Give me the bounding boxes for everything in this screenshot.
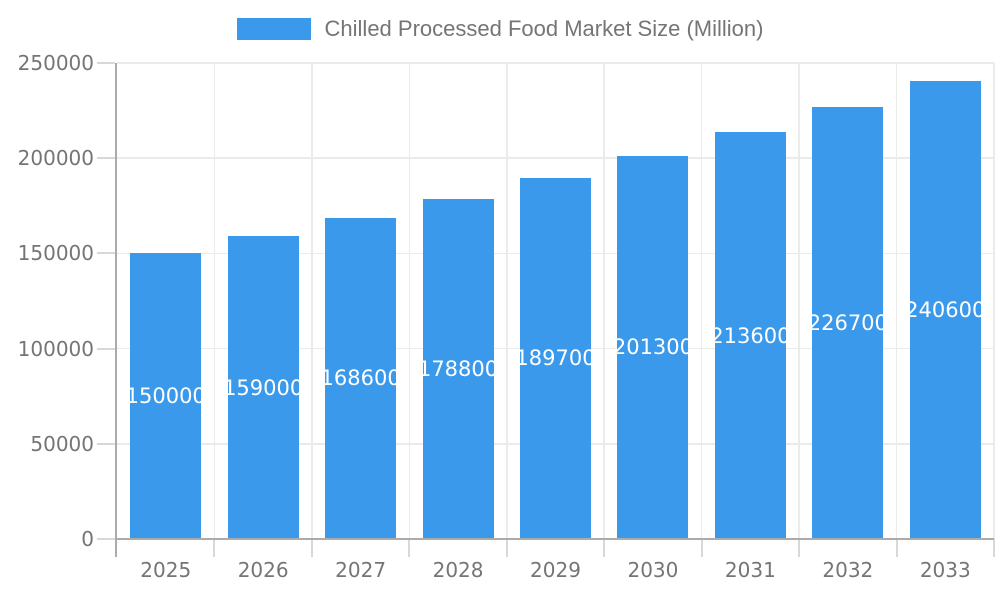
y-axis-tick-label: 50000 (30, 431, 94, 456)
y-axis-tick-label: 150000 (17, 241, 94, 266)
x-axis-tick (993, 539, 995, 557)
bar[interactable]: 150000 (130, 253, 202, 539)
legend[interactable]: Chilled Processed Food Market Size (Mill… (0, 16, 1000, 42)
bar[interactable]: 213600 (714, 132, 786, 539)
legend-swatch (236, 18, 311, 41)
bar-value-label: 168600 (325, 366, 397, 391)
bar-value-label: 201300 (617, 335, 689, 360)
x-axis-tick-label: 2027 (335, 558, 387, 582)
legend-series-label: Chilled Processed Food Market Size (Mill… (324, 16, 764, 41)
bar-value-label: 213600 (714, 323, 786, 348)
y-axis-tick-label: 0 (81, 527, 94, 551)
x-gridline (408, 63, 411, 539)
bar-value-label: 178800 (422, 356, 494, 381)
x-axis-tick (213, 539, 216, 557)
x-gridline (603, 63, 605, 539)
bar-value-label: 159000 (227, 375, 299, 400)
x-gridline (895, 63, 898, 539)
y-axis-tick-label: 250000 (17, 51, 94, 75)
x-axis-tick-label: 2031 (724, 558, 776, 582)
x-axis-tick (798, 539, 801, 557)
y-axis-line (115, 63, 117, 557)
bar-value-label: 240600 (909, 297, 981, 322)
bar-value-label: 189700 (520, 346, 591, 371)
x-axis-tick-label: 2030 (627, 558, 679, 582)
y-axis-tick-label: 100000 (17, 336, 94, 361)
x-gridline (993, 63, 995, 539)
y-axis-tick (97, 157, 115, 160)
bar[interactable]: 201300 (617, 155, 689, 539)
y-axis-tick (97, 252, 115, 255)
x-axis-tick-label: 2032 (822, 558, 874, 582)
x-axis-tick (310, 539, 313, 557)
x-axis-tick-label: 2029 (530, 558, 581, 582)
x-axis-tick-label: 2028 (432, 558, 484, 582)
x-gridline (798, 63, 800, 539)
x-axis-tick (603, 539, 606, 557)
y-gridline (117, 62, 994, 64)
x-axis-tick-label: 2026 (237, 558, 289, 582)
x-axis-tick (505, 539, 508, 557)
y-axis-tick (97, 62, 115, 64)
x-axis-tick-label: 2025 (140, 558, 192, 582)
bar[interactable]: 168600 (325, 217, 397, 539)
y-axis-tick (97, 347, 115, 350)
bar-value-label: 226700 (812, 311, 884, 336)
y-axis-tick (97, 538, 115, 540)
x-gridline (700, 63, 703, 539)
bar[interactable]: 189700 (520, 177, 591, 539)
bar[interactable]: 240600 (909, 80, 981, 539)
x-gridline (213, 63, 216, 539)
x-axis-tick (700, 539, 703, 557)
x-gridline (311, 63, 313, 539)
x-axis-tick (895, 539, 898, 557)
y-axis-tick-label: 200000 (17, 146, 94, 171)
x-gridline (506, 63, 508, 539)
x-axis-tick (408, 539, 411, 557)
bar-value-label: 150000 (130, 384, 202, 409)
x-axis-line (115, 538, 994, 540)
y-axis-tick (97, 442, 115, 445)
x-axis-tick-label: 2033 (919, 558, 971, 582)
y-gridline (117, 157, 994, 159)
bar[interactable]: 226700 (812, 107, 884, 539)
bar[interactable]: 159000 (227, 236, 299, 539)
bar[interactable]: 178800 (422, 198, 494, 539)
